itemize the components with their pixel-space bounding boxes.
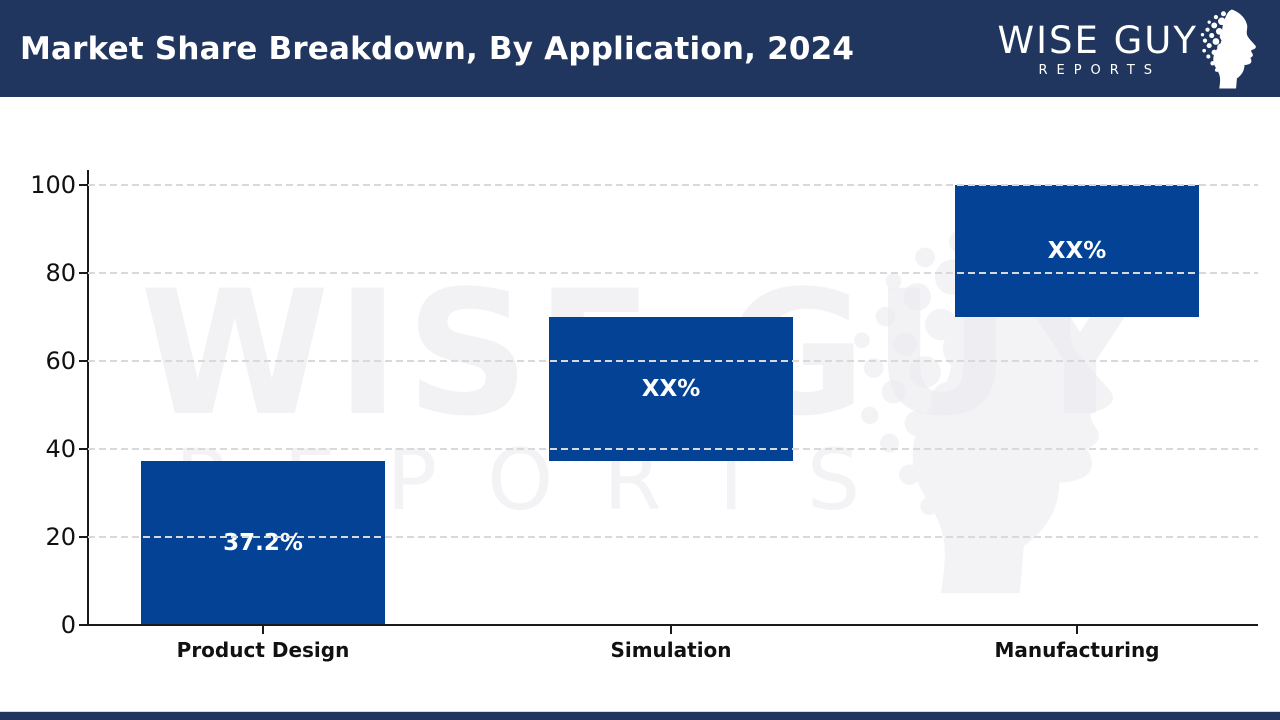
gridline-20 [88, 536, 1258, 538]
logo-subtitle: REPORTS [1038, 62, 1162, 78]
bar-manufacturing: XX% [955, 185, 1199, 317]
page-title: Market Share Breakdown, By Application, … [20, 30, 855, 67]
header-bar: Market Share Breakdown, By Application, … [0, 0, 1280, 97]
y-tick-label-40: 40 [45, 435, 76, 463]
gridline-40 [88, 448, 1258, 450]
bar-simulation: XX% [549, 317, 793, 462]
x-tick-label-product-design: Product Design [176, 638, 350, 662]
y-tickmark-0 [79, 624, 87, 626]
y-tickmark-100 [79, 184, 87, 186]
logo-wordmark: WISE GUY [997, 18, 1198, 62]
gridline-60 [88, 360, 1258, 362]
bar-value-label-manufacturing: XX% [1047, 238, 1107, 264]
bar-product-design: 37.2% [141, 461, 385, 625]
y-tickmark-20 [79, 536, 87, 538]
wise-guy-reports-logo: WISE GUY REPORTS [998, 6, 1268, 92]
y-tick-label-80: 80 [45, 259, 76, 287]
y-tick-label-20: 20 [45, 523, 76, 551]
x-tickmark-product-design [262, 626, 264, 634]
x-tick-label-simulation: Simulation [610, 638, 732, 662]
y-tickmark-80 [79, 272, 87, 274]
logo-text: WISE GUY REPORTS [998, 22, 1198, 77]
gridline-100 [88, 184, 1258, 186]
gridline-80 [88, 272, 1258, 274]
bar-value-label-product-design: 37.2% [223, 530, 303, 557]
x-tickmark-simulation [670, 626, 672, 634]
y-tick-label-60: 60 [45, 347, 76, 375]
y-tickmark-60 [79, 360, 87, 362]
y-axis-line [87, 170, 89, 626]
x-tickmark-manufacturing [1076, 626, 1078, 634]
y-tick-label-0: 0 [60, 611, 76, 639]
footer-bar [0, 711, 1280, 720]
y-tick-label-100: 100 [30, 171, 76, 199]
x-axis-line [87, 624, 1258, 626]
y-tickmark-40 [79, 448, 87, 450]
x-tick-label-manufacturing: Manufacturing [994, 638, 1160, 662]
dotted-head-logo-icon [1200, 9, 1256, 89]
bar-value-label-simulation: XX% [641, 376, 701, 403]
